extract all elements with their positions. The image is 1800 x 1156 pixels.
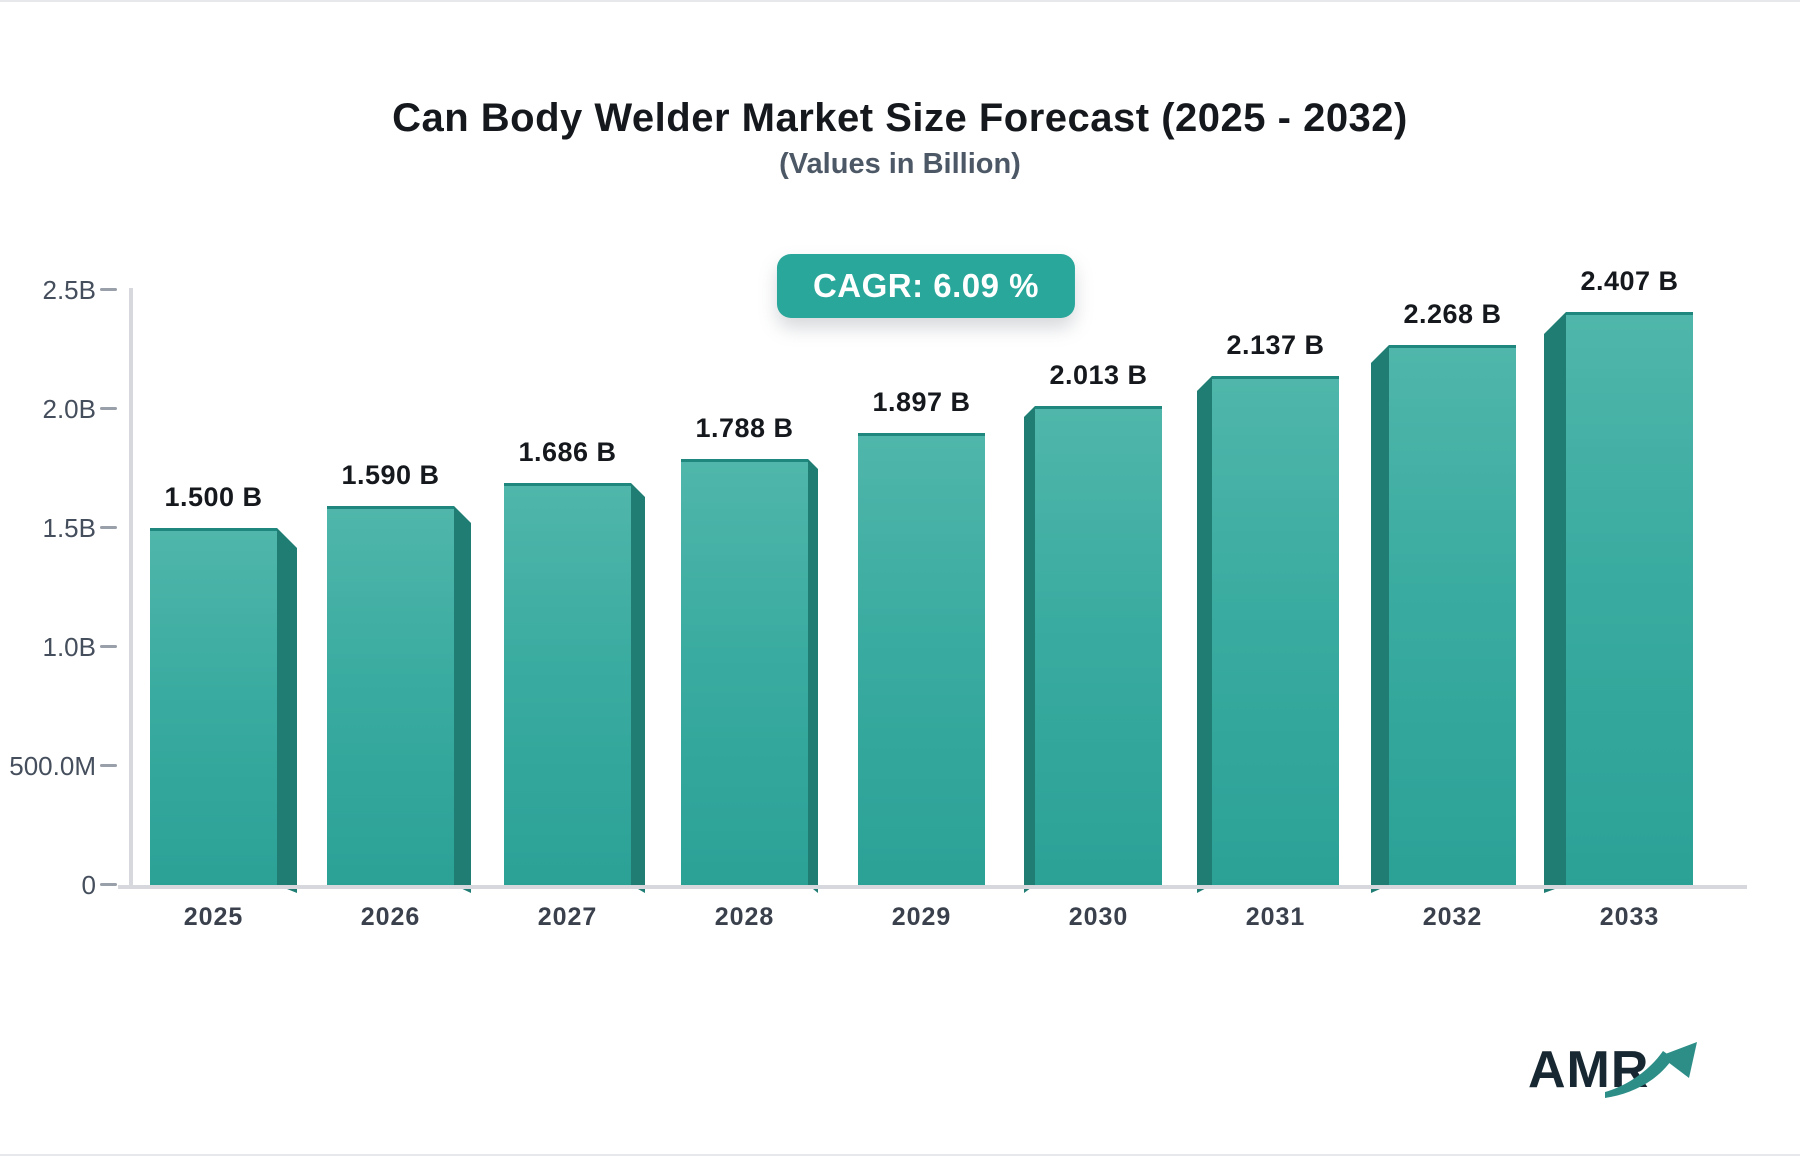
bar-3d-side	[1197, 376, 1212, 893]
y-axis-tick-label: 2.0B	[42, 394, 97, 424]
bar-2030	[1035, 406, 1162, 888]
bar-2032	[1389, 345, 1516, 888]
growth-arrow-icon	[1605, 1042, 1697, 1098]
bar-3d-side	[277, 528, 297, 893]
bar-value-label: 1.590 B	[341, 460, 440, 490]
bar-3d-side	[1544, 312, 1566, 893]
card-bottom-border	[0, 1154, 1800, 1156]
bar-value-label: 1.897 B	[872, 387, 971, 417]
bar-2026	[327, 506, 454, 888]
y-axis-tick-label: 0	[81, 870, 96, 900]
y-axis-tick-dash	[100, 288, 117, 291]
bar-3d-side	[1024, 406, 1035, 893]
bar-2033	[1566, 312, 1693, 888]
x-axis-label: 2029	[891, 903, 952, 931]
bar-value-label: 1.500 B	[164, 482, 263, 512]
y-axis-tick-dash	[100, 407, 117, 410]
y-axis-line	[129, 288, 133, 889]
x-axis-label: 2030	[1068, 903, 1129, 931]
amr-logo: AMR	[1528, 1040, 1697, 1100]
x-axis-line	[118, 885, 1747, 889]
y-axis-tick-label: 1.5B	[42, 513, 97, 543]
bar-value-label: 2.013 B	[1049, 360, 1148, 390]
bar-value-label: 2.137 B	[1226, 330, 1325, 360]
x-axis-label: 2033	[1599, 903, 1660, 931]
bar-value-label: 1.788 B	[695, 413, 794, 443]
y-axis-tick-dash	[100, 883, 117, 886]
y-axis-tick-dash	[100, 645, 117, 648]
cagr-badge: CAGR: 6.09 %	[776, 254, 1076, 318]
chart-title: Can Body Welder Market Size Forecast (20…	[392, 96, 1408, 140]
bar-value-label: 2.268 B	[1403, 299, 1502, 329]
bar-3d-side	[631, 483, 645, 893]
bar-value-label: 2.407 B	[1580, 266, 1679, 296]
y-axis-tick-label: 500.0M	[9, 751, 96, 781]
y-axis-tick-dash	[100, 764, 117, 767]
x-axis-label: 2028	[714, 903, 775, 931]
bar-2028	[681, 459, 808, 888]
y-axis-tick-label: 1.0B	[42, 632, 97, 662]
bar-2027	[504, 483, 631, 888]
bar-3d-side	[454, 506, 471, 893]
y-axis-tick-label: 2.5B	[42, 275, 97, 305]
bar-value-label: 1.686 B	[518, 437, 617, 467]
bar-2025	[150, 528, 277, 888]
bar-3d-side	[1371, 345, 1389, 893]
bar-3d-side	[808, 459, 818, 893]
x-axis-label: 2026	[360, 903, 421, 931]
x-axis-label: 2031	[1245, 903, 1306, 931]
chart-subtitle: (Values in Billion)	[779, 148, 1021, 180]
card-top-border	[0, 0, 1800, 2]
bar-2029	[858, 433, 985, 888]
x-axis-label: 2032	[1422, 903, 1483, 931]
x-axis-label: 2027	[537, 903, 598, 931]
y-axis-tick-dash	[100, 526, 117, 529]
bar-2031	[1212, 376, 1339, 888]
cagr-badge-label: CAGR: 6.09 %	[812, 267, 1040, 304]
x-axis-label: 2025	[183, 903, 244, 931]
